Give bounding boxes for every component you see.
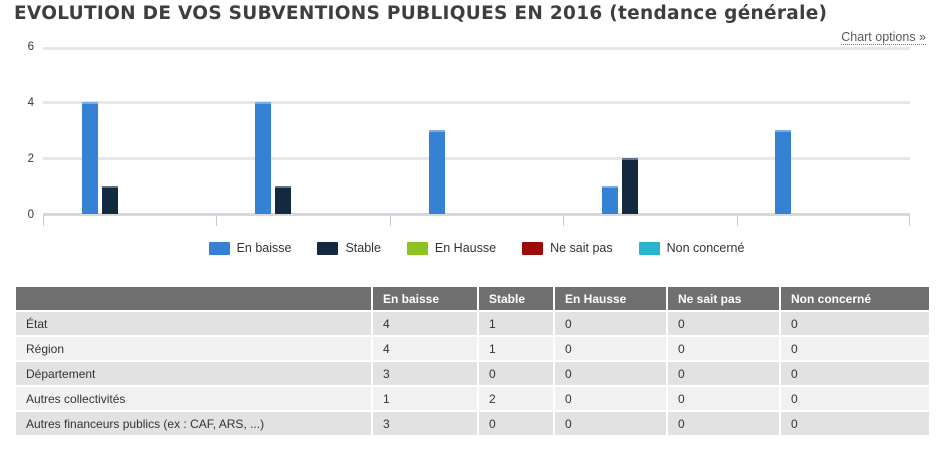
cell-value: 1 xyxy=(373,387,477,410)
legend-item-en-baisse[interactable]: En baisse xyxy=(208,241,292,255)
gridline-0 xyxy=(43,213,910,216)
cell-value: 0 xyxy=(555,387,666,410)
cell-value: 4 xyxy=(373,337,477,360)
cell-value: 0 xyxy=(668,387,779,410)
legend-item-stable[interactable]: Stable xyxy=(317,241,381,255)
legend-item-en-hausse[interactable]: En Hausse xyxy=(406,241,497,255)
results-table: En baisse Stable En Hausse Ne sait pas N… xyxy=(14,285,931,437)
legend-item-ne-sait-pas[interactable]: Ne sait pas xyxy=(522,241,613,255)
chart-options-link[interactable]: Chart options » xyxy=(841,30,926,45)
bar-stable-autres-collectivites[interactable] xyxy=(622,158,638,214)
bar-en-baisse-etat[interactable] xyxy=(82,102,98,214)
cell-value: 0 xyxy=(781,362,929,385)
column-header-en-hausse: En Hausse xyxy=(555,287,666,310)
row-label: Région xyxy=(16,337,371,360)
table-header-row: En baisse Stable En Hausse Ne sait pas N… xyxy=(16,287,929,310)
legend-label: En baisse xyxy=(236,241,292,255)
cell-value: 0 xyxy=(668,337,779,360)
bar-chart: 0 2 4 6 xyxy=(0,41,939,229)
cell-value: 0 xyxy=(479,362,553,385)
table-row-autres-financeurs-publics-ex-caf-ars: Autres financeurs publics (ex : CAF, ARS… xyxy=(16,412,929,435)
legend-swatch-icon xyxy=(522,241,544,255)
legend-label: Ne sait pas xyxy=(550,241,613,255)
bar-en-baisse-autres-collectivites[interactable] xyxy=(602,186,618,214)
cell-value: 0 xyxy=(668,312,779,335)
y-axis-label-0: 0 xyxy=(27,209,34,221)
bar-stable-etat[interactable] xyxy=(102,186,118,214)
legend-label: Stable xyxy=(345,241,381,255)
cell-value: 0 xyxy=(781,412,929,435)
column-header-non-concerne: Non concerné xyxy=(781,287,929,310)
table-body: État 4 1 0 0 0 Région 4 1 0 0 0 Départem… xyxy=(16,312,929,435)
cell-value: 0 xyxy=(668,412,779,435)
gridline-6 xyxy=(43,47,910,50)
table-row-autres-collectivites: Autres collectivités 1 2 0 0 0 xyxy=(16,387,929,410)
cell-value: 1 xyxy=(479,312,553,335)
x-axis-tick xyxy=(737,216,738,226)
cell-value: 0 xyxy=(555,312,666,335)
cell-value: 0 xyxy=(555,412,666,435)
cell-value: 1 xyxy=(479,337,553,360)
row-label: État xyxy=(16,312,371,335)
row-label: Autres financeurs publics (ex : CAF, ARS… xyxy=(16,412,371,435)
legend-swatch-icon xyxy=(317,241,339,255)
cell-value: 0 xyxy=(781,312,929,335)
row-label: Département xyxy=(16,362,371,385)
cell-value: 0 xyxy=(555,337,666,360)
y-axis-label-4: 4 xyxy=(27,97,34,109)
cell-value: 0 xyxy=(555,362,666,385)
table-row-etat: État 4 1 0 0 0 xyxy=(16,312,929,335)
legend-swatch-icon xyxy=(638,241,660,255)
cell-value: 0 xyxy=(781,337,929,360)
legend-label: En Hausse xyxy=(434,241,497,255)
cell-value: 4 xyxy=(373,312,477,335)
x-axis-tick xyxy=(216,216,217,226)
chart-legend: En baisse Stable En Hausse Ne sait pas N… xyxy=(43,241,910,255)
column-header-rowlabel xyxy=(16,287,371,310)
legend-swatch-icon xyxy=(208,241,230,255)
x-axis-tick xyxy=(390,216,391,226)
bar-en-baisse-region[interactable] xyxy=(255,102,271,214)
cell-value: 0 xyxy=(781,387,929,410)
y-axis: 0 2 4 6 xyxy=(0,41,36,221)
cell-value: 0 xyxy=(479,412,553,435)
page-title: EVOLUTION DE VOS SUBVENTIONS PUBLIQUES E… xyxy=(14,3,828,24)
gridline-4 xyxy=(43,101,910,104)
legend-swatch-icon xyxy=(406,241,428,255)
bar-en-baisse-autres-financeurs-publics-ex-caf-ars[interactable] xyxy=(775,130,791,214)
legend-item-non-concerne[interactable]: Non concerné xyxy=(638,241,745,255)
x-axis-tick xyxy=(563,216,564,226)
table-row-departement: Département 3 0 0 0 0 xyxy=(16,362,929,385)
x-axis-tick xyxy=(43,216,44,226)
column-header-stable: Stable xyxy=(479,287,553,310)
y-axis-label-2: 2 xyxy=(27,153,34,165)
bar-stable-region[interactable] xyxy=(275,186,291,214)
cell-value: 2 xyxy=(479,387,553,410)
cell-value: 3 xyxy=(373,412,477,435)
bar-en-baisse-departement[interactable] xyxy=(429,130,445,214)
legend-label: Non concerné xyxy=(666,241,745,255)
column-header-ne-sait-pas: Ne sait pas xyxy=(668,287,779,310)
column-header-en-baisse: En baisse xyxy=(373,287,477,310)
table-row-region: Région 4 1 0 0 0 xyxy=(16,337,929,360)
cell-value: 0 xyxy=(668,362,779,385)
cell-value: 3 xyxy=(373,362,477,385)
plot-area xyxy=(43,47,910,227)
y-axis-label-6: 6 xyxy=(27,41,34,53)
gridline-2 xyxy=(43,157,910,160)
row-label: Autres collectivités xyxy=(16,387,371,410)
x-axis-tick xyxy=(909,216,910,226)
